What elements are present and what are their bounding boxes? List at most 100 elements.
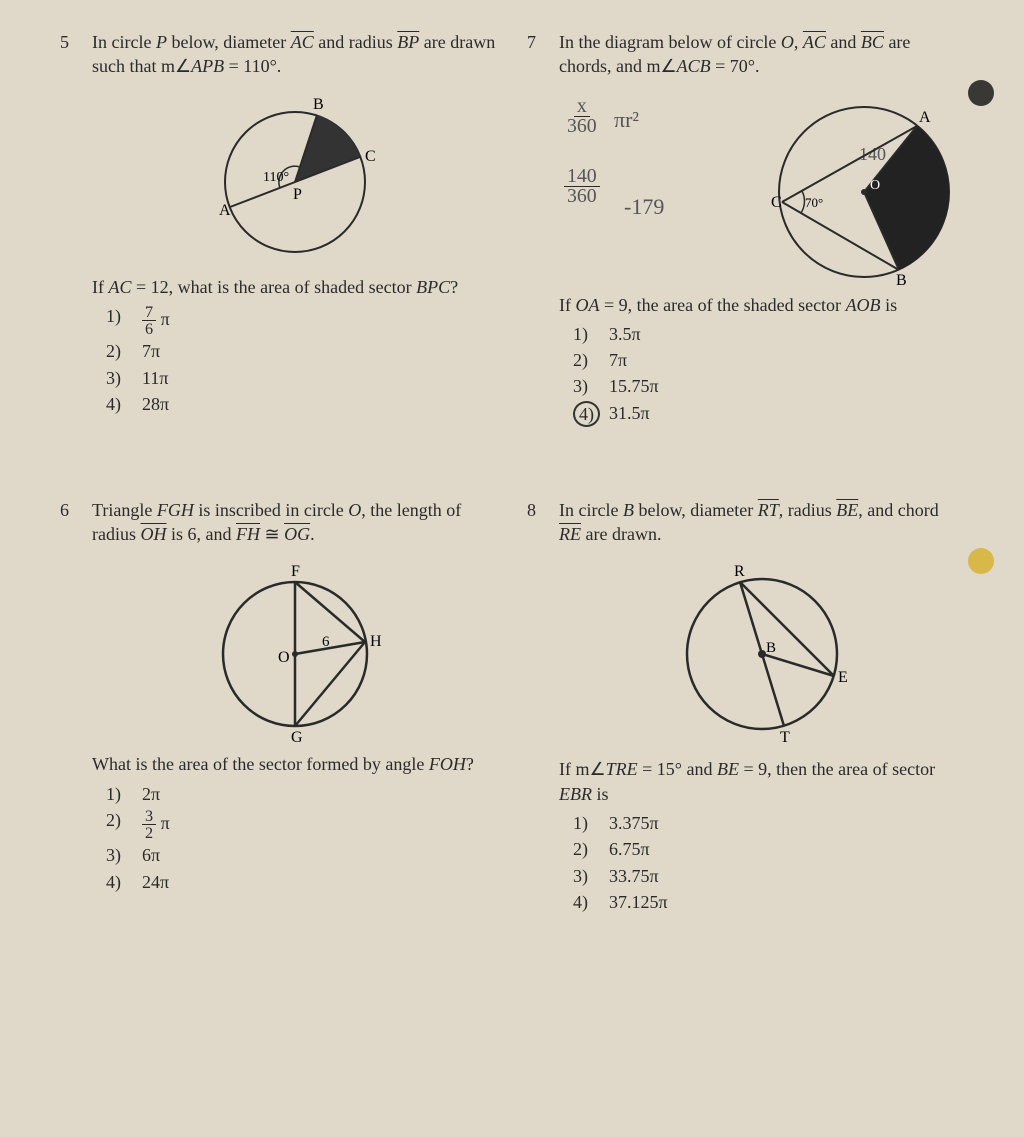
prompt-text: In the diagram below of circle O, AC and… [559, 30, 964, 79]
choice-4: 4)31.5π [559, 400, 964, 428]
text: is inscribed in circle [194, 500, 348, 520]
prompt-text: In circle P below, diameter AC and radiu… [92, 30, 497, 79]
choice-1: 1)76 π [92, 303, 497, 338]
label-C: C [365, 148, 376, 165]
val: 7π [142, 339, 160, 363]
text: is [592, 784, 609, 804]
problem-number: 8 [527, 498, 549, 915]
num: 7 [142, 304, 156, 321]
text: ? [450, 277, 458, 297]
segment: RT [758, 500, 779, 520]
text: = 9, the area of the shaded sector [600, 295, 846, 315]
choice-2: 2)6.75π [559, 836, 964, 862]
label-r: 6 [322, 634, 330, 650]
text: and radius [314, 32, 397, 52]
val: 37.125π [609, 890, 668, 914]
text: . [310, 524, 315, 544]
problem-number: 6 [60, 498, 82, 915]
text: Triangle [92, 500, 157, 520]
segment: FH [236, 524, 260, 544]
text: , radius [779, 500, 837, 520]
var: BE [717, 759, 739, 779]
choices-6: 1)2π 2)32 π 3)6π 4)24π [92, 781, 497, 895]
text: are drawn. [581, 524, 661, 544]
choices-5: 1)76 π 2)7π 3)11π 4)28π [92, 303, 497, 417]
text: If m∠ [559, 759, 606, 779]
label-R: R [734, 563, 745, 580]
segment: OG [284, 524, 310, 544]
label-G: G [291, 729, 303, 744]
label-P: P [293, 186, 302, 203]
choice-2: 2)7π [559, 347, 964, 373]
choice-2: 2)32 π [92, 807, 497, 842]
val: 3.5π [609, 322, 641, 346]
val: 24π [142, 870, 169, 894]
text: = 9, then the area of sector [739, 759, 935, 779]
val: 28π [142, 392, 169, 416]
val: 6.75π [609, 837, 650, 861]
question-text: What is the area of the sector formed by… [92, 752, 497, 776]
angle: FOH [429, 754, 466, 774]
choice-1: 1)3.375π [559, 810, 964, 836]
text: If [92, 277, 109, 297]
question-text: If OA = 9, the area of the shaded sector… [559, 293, 964, 317]
choice-3: 3)11π [92, 365, 497, 391]
text: In circle [559, 500, 623, 520]
tri: FGH [157, 500, 194, 520]
choice-3: 3)33.75π [559, 863, 964, 889]
text: , [794, 32, 803, 52]
val: 11π [142, 366, 168, 390]
choices-8: 1)3.375π 2)6.75π 3)33.75π 4)37.125π [559, 810, 964, 915]
handwriting: 140360 [564, 167, 600, 208]
choice-4: 4)37.125π [559, 889, 964, 915]
text: In the diagram below of circle [559, 32, 781, 52]
segment: BE [836, 500, 858, 520]
choice-3: 3)15.75π [559, 373, 964, 399]
label-H: H [370, 633, 382, 650]
choices-7: 1)3.5π 2)7π 3)15.75π 4)31.5π [559, 321, 964, 428]
sector: BPC [416, 277, 450, 297]
text: , and chord [858, 500, 938, 520]
hole-punch-icon [968, 80, 994, 106]
handwriting: -179 [624, 192, 664, 222]
question-text: If AC = 12, what is the area of shaded s… [92, 275, 497, 299]
hole-punch-icon [968, 548, 994, 574]
prompt-text: In circle B below, diameter RT, radius B… [559, 498, 964, 547]
label-B: B [766, 640, 776, 656]
cong: ≅ [260, 524, 284, 544]
handwriting: x360 [564, 97, 600, 138]
label-F: F [291, 563, 300, 580]
diagram-6: F G H O 6 [92, 554, 497, 744]
text: = 12, what is the area of shaded sector [132, 277, 417, 297]
var-P: P [156, 32, 167, 52]
choice-4: 4)28π [92, 391, 497, 417]
label-T: T [780, 729, 790, 746]
text: = 110°. [224, 56, 281, 76]
diagram-7: A B C O 70° [744, 87, 964, 287]
val: 15.75π [609, 374, 659, 398]
label-angle: 70° [805, 195, 823, 210]
var-O: O [348, 500, 361, 520]
label-E: E [838, 669, 848, 686]
label-B: B [896, 272, 907, 287]
var-O: O [781, 32, 794, 52]
problem-8: 8 In circle B below, diameter RT, radius… [527, 498, 964, 915]
segment: BP [397, 32, 419, 52]
label-angle: 110° [263, 170, 289, 185]
angle: TRE [606, 759, 638, 779]
text: = 15° and [638, 759, 717, 779]
choice-3: 3)6π [92, 842, 497, 868]
choice-1: 1)2π [92, 781, 497, 807]
var: OA [576, 295, 600, 315]
segment: OH [141, 524, 167, 544]
label-O: O [870, 178, 880, 193]
label-A: A [219, 202, 231, 219]
text: below, diameter [634, 500, 758, 520]
text: ? [466, 754, 474, 774]
var-B: B [623, 500, 634, 520]
text: is [881, 295, 898, 315]
handwriting: πr² [614, 105, 639, 135]
var: AC [109, 277, 132, 297]
text: is 6, and [167, 524, 237, 544]
angle: ACB [677, 56, 711, 76]
